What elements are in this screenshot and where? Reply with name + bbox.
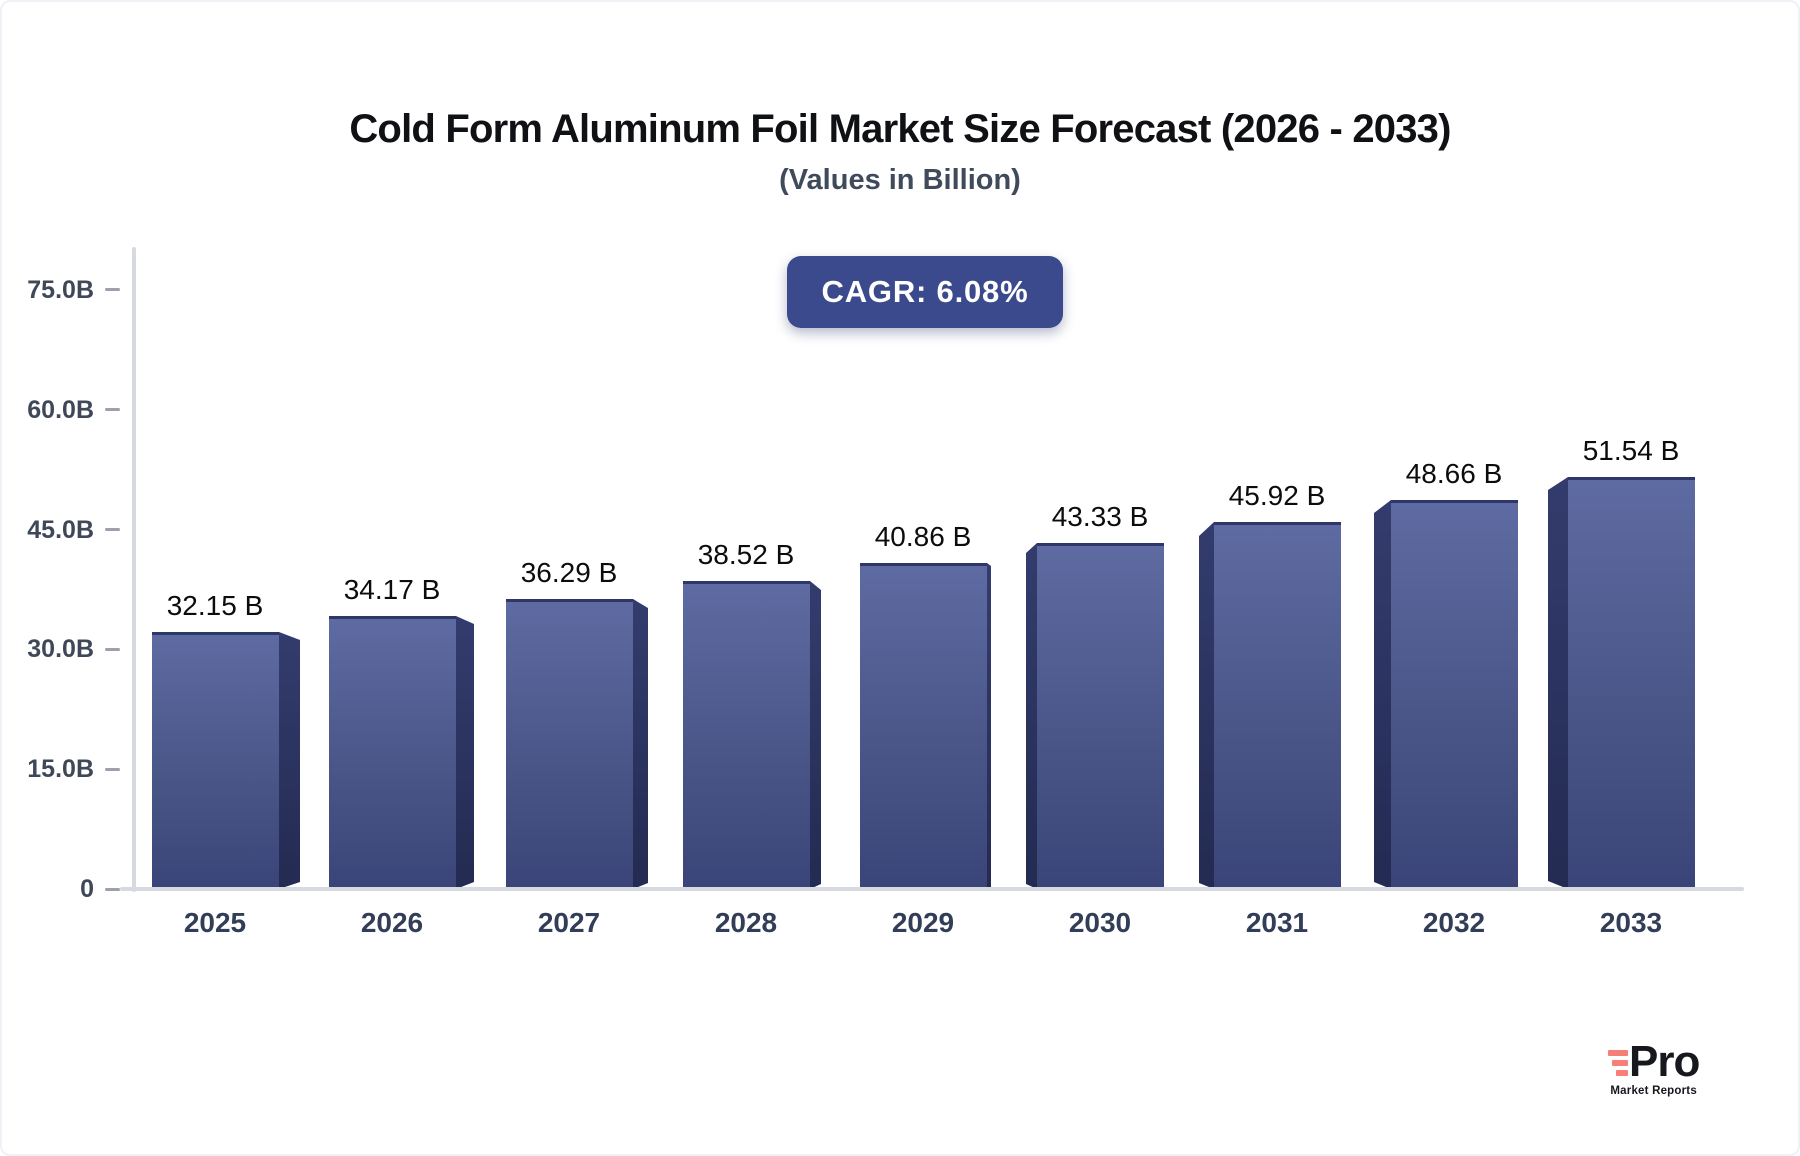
bar-value-label-2028: 38.52 B xyxy=(697,539,795,570)
bar-value-label-2033: 51.54 B xyxy=(1582,435,1680,466)
y-axis-tick xyxy=(105,767,120,771)
bar-2025[interactable] xyxy=(152,632,279,889)
bar-value-label-2029: 40.86 B xyxy=(874,521,972,552)
bar-side-face-2026 xyxy=(456,616,474,889)
x-axis-label-2025: 2025 xyxy=(183,907,247,938)
x-axis-label-2028: 2028 xyxy=(714,907,778,938)
y-axis-label: 30.0B xyxy=(27,635,94,664)
brand-logo: Pro Market Reports xyxy=(1608,1037,1700,1097)
x-axis-line xyxy=(120,887,1744,891)
bar-side-face-2030 xyxy=(1026,543,1037,889)
y-axis-tick xyxy=(105,288,120,292)
bar-value-label-2026: 34.17 B xyxy=(343,574,441,605)
x-axis-label-2029: 2029 xyxy=(891,907,955,938)
bar-2028[interactable] xyxy=(683,581,810,889)
chart-subtitle: (Values in Billion) xyxy=(779,164,1021,196)
x-axis-label-2031: 2031 xyxy=(1245,907,1309,938)
bar-value-label-2031: 45.92 B xyxy=(1228,480,1326,511)
bar-value-label-2025: 32.15 B xyxy=(166,590,264,621)
bar-2032[interactable] xyxy=(1391,500,1518,889)
bar-value-label-2027: 36.29 B xyxy=(520,557,618,588)
bar-side-face-2027 xyxy=(633,599,648,889)
logo-tagline-text: Market Reports xyxy=(1610,1085,1697,1097)
bar-side-face-2031 xyxy=(1199,522,1214,889)
logo-bars-icon xyxy=(1608,1050,1628,1076)
bar-side-face-2028 xyxy=(810,581,821,889)
chart-title: Cold Form Aluminum Foil Market Size Fore… xyxy=(349,107,1451,151)
bar-2027[interactable] xyxy=(506,599,633,889)
x-axis-label-2026: 2026 xyxy=(360,907,424,938)
y-axis-label: 15.0B xyxy=(27,755,94,784)
y-axis-tick xyxy=(105,647,120,651)
y-axis-label: 75.0B xyxy=(27,275,94,304)
bar-value-label-2030: 43.33 B xyxy=(1051,501,1149,532)
bar-2026[interactable] xyxy=(329,616,456,889)
logo-brand-text: Pro xyxy=(1629,1037,1700,1086)
bar-side-face-2032 xyxy=(1374,500,1391,889)
x-axis-label-2030: 2030 xyxy=(1068,907,1132,938)
y-axis-label: 0 xyxy=(80,875,94,903)
bar-side-face-2033 xyxy=(1548,477,1568,889)
y-axis-tick xyxy=(105,887,120,891)
x-axis-label-2033: 2033 xyxy=(1599,907,1663,938)
y-axis-tick xyxy=(105,408,120,412)
y-axis-label: 60.0B xyxy=(27,395,94,424)
bar-side-face-2029 xyxy=(987,563,991,889)
y-axis-tick xyxy=(105,528,120,532)
bar-2031[interactable] xyxy=(1214,522,1341,889)
bar-value-label-2032: 48.66 B xyxy=(1405,458,1503,489)
y-axis-label: 45.0B xyxy=(27,515,94,544)
bar-side-face-2025 xyxy=(279,632,300,889)
chart-header: Cold Form Aluminum Foil Market Size Fore… xyxy=(2,2,1798,197)
x-axis-label-2032: 2032 xyxy=(1422,907,1486,938)
x-axis-label-2027: 2027 xyxy=(537,907,601,938)
bar-2029[interactable] xyxy=(860,563,987,889)
bar-2033[interactable] xyxy=(1568,477,1695,889)
cagr-badge: CAGR: 6.08% xyxy=(787,256,1063,328)
y-axis-line xyxy=(132,247,136,892)
bar-2030[interactable] xyxy=(1037,543,1164,889)
